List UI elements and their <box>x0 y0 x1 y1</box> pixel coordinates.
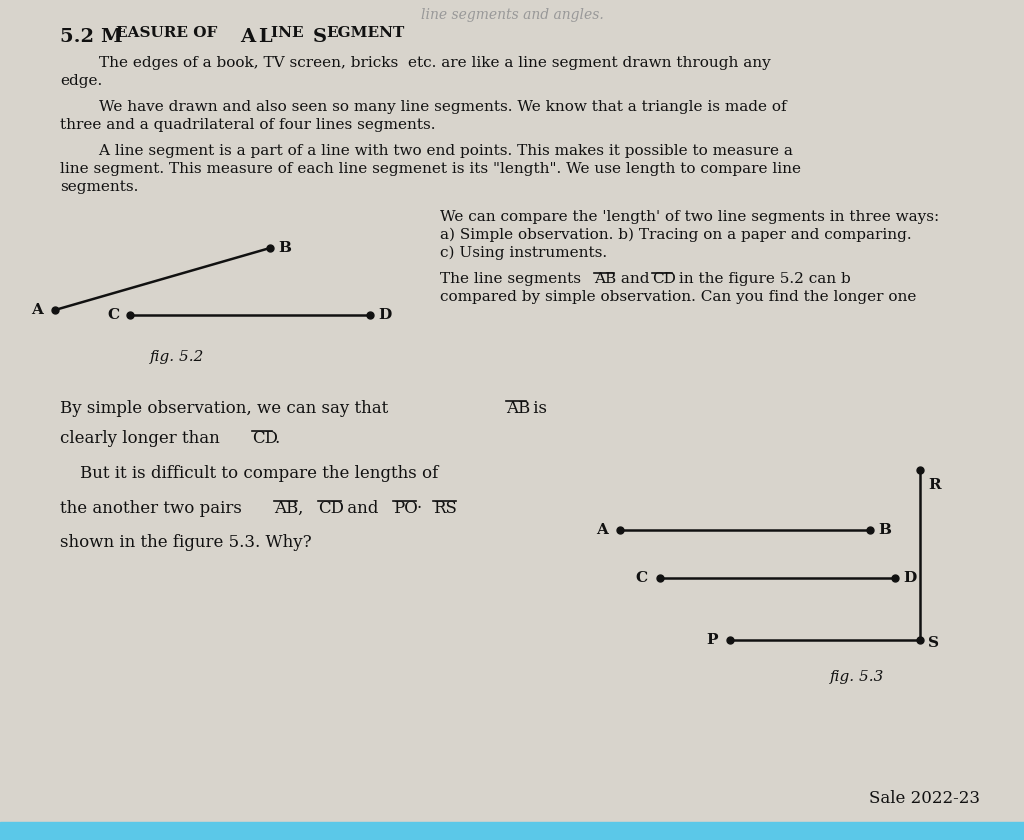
Text: ,: , <box>298 500 308 517</box>
Text: ·: · <box>417 500 427 517</box>
Text: R: R <box>928 478 941 492</box>
Text: shown in the figure 5.3. Why?: shown in the figure 5.3. Why? <box>60 534 311 551</box>
Text: A: A <box>31 303 43 317</box>
Text: fig. 5.3: fig. 5.3 <box>830 670 885 684</box>
Text: CD: CD <box>652 272 676 286</box>
Text: c) Using instruments.: c) Using instruments. <box>440 246 607 260</box>
Text: P: P <box>707 633 718 647</box>
Text: RS: RS <box>433 500 457 517</box>
Text: AB: AB <box>594 272 616 286</box>
Text: is: is <box>528 400 547 417</box>
Text: S: S <box>928 636 939 650</box>
Text: C: C <box>108 308 120 322</box>
Text: segments.: segments. <box>60 180 138 194</box>
Text: D: D <box>903 571 916 585</box>
Text: Sale 2022-23: Sale 2022-23 <box>869 790 980 807</box>
Text: A line segment is a part of a line with two end points. This makes it possible t: A line segment is a part of a line with … <box>60 144 793 158</box>
Text: EASURE OF: EASURE OF <box>116 26 222 40</box>
Text: CD: CD <box>318 500 344 517</box>
Text: in the figure 5.2 can b: in the figure 5.2 can b <box>674 272 851 286</box>
Text: We have drawn and also seen so many line segments. We know that a triangle is ma: We have drawn and also seen so many line… <box>60 100 786 114</box>
Text: a) Simple observation. b) Tracing on a paper and comparing.: a) Simple observation. b) Tracing on a p… <box>440 228 911 243</box>
Text: .: . <box>274 430 280 447</box>
Text: CD: CD <box>252 430 278 447</box>
Text: and: and <box>342 500 384 517</box>
Text: clearly longer than: clearly longer than <box>60 430 225 447</box>
Text: A: A <box>240 28 262 46</box>
Text: fig. 5.2: fig. 5.2 <box>150 350 205 364</box>
Text: and: and <box>616 272 654 286</box>
Text: By simple observation, we can say that: By simple observation, we can say that <box>60 400 393 417</box>
Text: A: A <box>596 523 608 537</box>
Text: B: B <box>278 241 291 255</box>
Text: line segment. This measure of each line segmenet is its "length". We use length : line segment. This measure of each line … <box>60 162 801 176</box>
Text: But it is difficult to compare the lengths of: But it is difficult to compare the lengt… <box>80 465 438 482</box>
Text: AB: AB <box>506 400 530 417</box>
Text: EGMENT: EGMENT <box>326 26 404 40</box>
Text: M: M <box>100 28 122 46</box>
Text: three and a quadrilateral of four lines segments.: three and a quadrilateral of four lines … <box>60 118 435 132</box>
Text: L: L <box>258 28 271 46</box>
Bar <box>0 822 1024 840</box>
Text: C: C <box>636 571 648 585</box>
Text: the another two pairs: the another two pairs <box>60 500 247 517</box>
Text: We can compare the 'length' of two line segments in three ways:: We can compare the 'length' of two line … <box>440 210 939 224</box>
Text: The edges of a book, TV screen, bricks  etc. are like a line segment drawn throu: The edges of a book, TV screen, bricks e… <box>60 56 771 70</box>
Text: 5.2: 5.2 <box>60 28 100 46</box>
Text: PO: PO <box>393 500 418 517</box>
Text: compared by simple observation. Can you find the longer one: compared by simple observation. Can you … <box>440 290 916 304</box>
Text: B: B <box>878 523 891 537</box>
Text: D: D <box>378 308 391 322</box>
Text: line segments and angles.: line segments and angles. <box>421 8 603 22</box>
Text: edge.: edge. <box>60 74 102 88</box>
Text: AB: AB <box>274 500 298 517</box>
Text: INE: INE <box>271 26 309 40</box>
Text: S: S <box>313 28 327 46</box>
Text: The line segments: The line segments <box>440 272 586 286</box>
